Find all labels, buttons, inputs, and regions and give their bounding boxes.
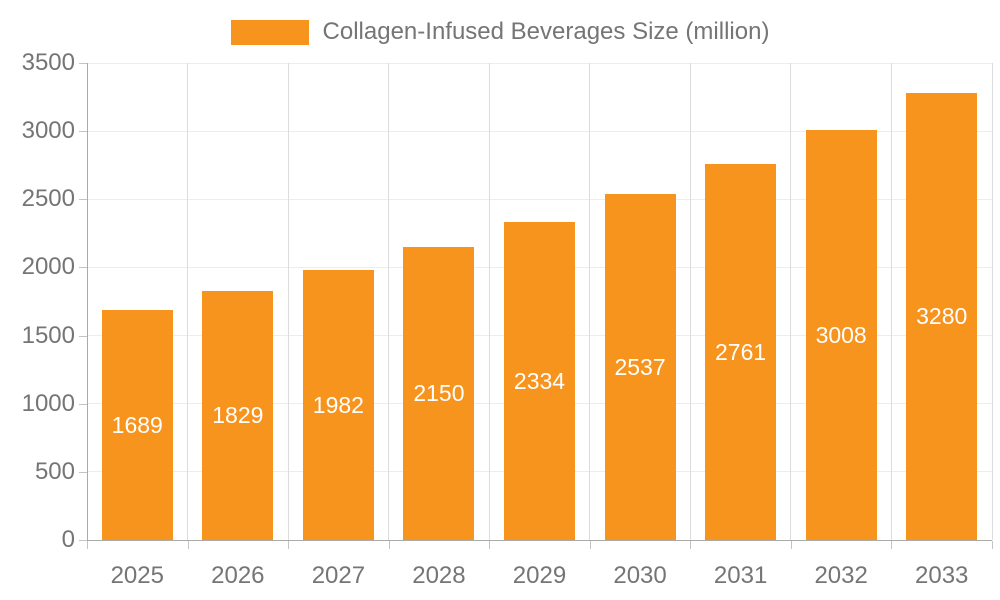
x-axis-tick — [790, 541, 792, 549]
x-axis-tick — [388, 541, 390, 549]
y-axis-tick-label: 1000 — [21, 389, 75, 417]
v-gridline — [689, 63, 691, 540]
x-axis-tick — [992, 541, 993, 549]
x-axis-tick — [288, 541, 290, 549]
x-axis-tick-label: 2026 — [211, 562, 265, 589]
v-gridline — [388, 63, 390, 540]
x-axis-tick — [891, 541, 893, 549]
legend-item[interactable]: Collagen-Infused Beverages Size (million… — [0, 18, 1000, 46]
y-axis-tick-label: 3000 — [21, 117, 75, 145]
x-axis-tick — [690, 541, 692, 549]
bar-2025[interactable] — [101, 309, 173, 540]
bar-value-label: 2761 — [715, 338, 767, 365]
y-axis-tick — [79, 540, 87, 541]
y-axis-tick — [79, 471, 87, 473]
bar-2032[interactable] — [805, 130, 877, 540]
v-gridline — [991, 63, 993, 540]
y-axis-tick-label: 2000 — [21, 253, 75, 281]
legend-label: Collagen-Infused Beverages Size (million… — [322, 18, 770, 45]
x-axis-tick — [489, 541, 491, 549]
bar-value-label: 3008 — [815, 322, 867, 349]
bar-value-label: 2150 — [413, 380, 465, 407]
x-axis-tick-label: 2033 — [915, 562, 969, 589]
x-axis-tick — [87, 541, 88, 549]
x-axis-tick-label: 2029 — [512, 562, 567, 589]
x-axis-tick-label: 2028 — [412, 562, 466, 589]
bar-value-label: 1982 — [312, 391, 364, 418]
y-axis-tick-label: 500 — [34, 457, 75, 485]
y-axis-tick — [79, 131, 87, 133]
x-axis-tick-label: 2032 — [814, 562, 868, 589]
x-axis-tick — [589, 541, 591, 549]
x-axis-tick-label: 2031 — [713, 562, 768, 589]
h-gridline — [87, 198, 992, 200]
y-axis-tick — [79, 267, 87, 269]
h-gridline — [87, 130, 992, 132]
x-axis-line — [87, 540, 992, 541]
x-axis-tick-label: 2030 — [613, 562, 667, 589]
bar-2033[interactable] — [906, 92, 978, 540]
bar-value-label: 1689 — [111, 411, 163, 438]
bar-2029[interactable] — [504, 221, 575, 540]
v-gridline — [589, 63, 591, 540]
legend-swatch — [230, 19, 309, 45]
y-axis-tick — [79, 63, 87, 64]
bar-value-label: 3280 — [916, 303, 968, 330]
v-gridline — [187, 63, 189, 540]
y-axis-tick — [79, 403, 87, 405]
v-gridline — [287, 63, 289, 540]
bar-value-label: 2537 — [614, 354, 666, 381]
bar-2030[interactable] — [604, 194, 676, 540]
y-axis-tick-label: 0 — [61, 526, 75, 553]
x-axis-tick — [187, 541, 189, 549]
bar-2026[interactable] — [202, 290, 274, 540]
v-gridline — [890, 63, 892, 540]
x-axis-tick-label: 2025 — [110, 562, 164, 589]
y-axis-tick-label: 2500 — [21, 185, 75, 213]
bar-2031[interactable] — [705, 163, 777, 540]
bar-value-label: 1829 — [212, 402, 264, 429]
y-axis-tick — [79, 335, 87, 337]
bar-value-label: 2334 — [513, 367, 566, 394]
bar-2027[interactable] — [302, 269, 374, 540]
v-gridline — [790, 63, 792, 540]
y-axis-tick-label: 3500 — [21, 49, 75, 76]
bar-2028[interactable] — [403, 246, 475, 540]
y-axis-tick — [79, 199, 87, 201]
h-gridline — [87, 62, 992, 64]
y-axis-line — [87, 63, 88, 548]
x-axis-tick-label: 2027 — [311, 562, 366, 589]
y-axis-tick-label: 1500 — [21, 321, 75, 349]
v-gridline — [488, 63, 490, 540]
